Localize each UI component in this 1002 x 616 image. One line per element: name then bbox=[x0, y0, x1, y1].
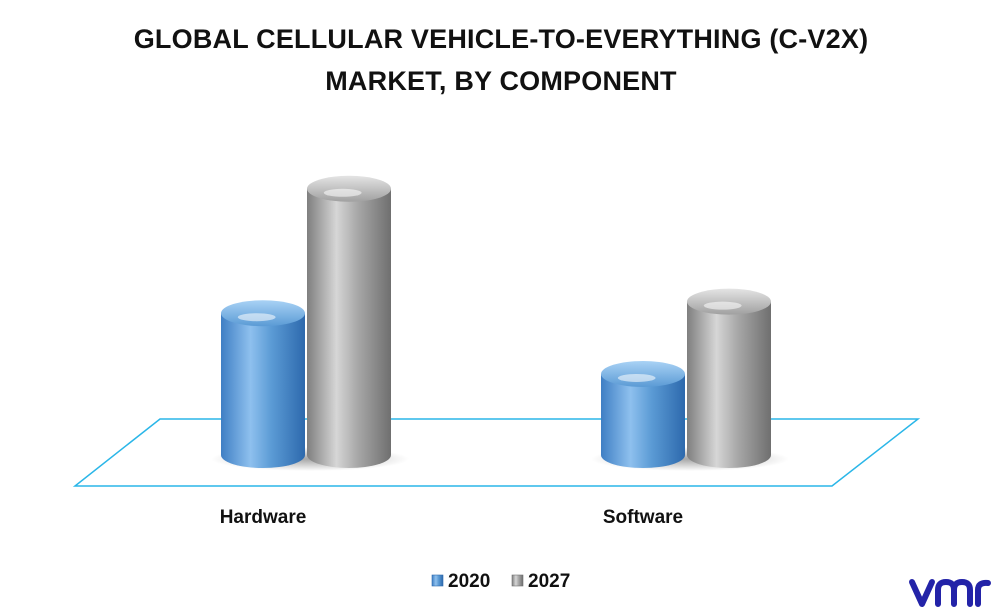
legend: 2020 2027 bbox=[431, 571, 570, 592]
bar-highlight bbox=[237, 313, 276, 322]
legend-item-2020: 2020 bbox=[431, 571, 490, 592]
vmr-logo bbox=[909, 578, 991, 607]
bar-body bbox=[221, 313, 305, 468]
category-label-software: Software bbox=[603, 507, 683, 528]
chart-title: GLOBAL CELLULAR VEHICLE-TO-EVERYTHING (C… bbox=[0, 18, 1002, 102]
legend-item-2027: 2027 bbox=[511, 571, 570, 592]
bar-top bbox=[687, 288, 771, 315]
chart-title-line-2: MARKET, BY COMPONENT bbox=[325, 66, 677, 96]
bar-body bbox=[687, 301, 771, 468]
legend-swatch bbox=[431, 574, 444, 587]
bar-top bbox=[221, 300, 305, 327]
legend-label: 2027 bbox=[528, 571, 570, 592]
legend-swatch bbox=[511, 574, 524, 587]
bar-body bbox=[601, 373, 685, 468]
bar-software-2027 bbox=[687, 288, 771, 468]
category-label-hardware: Hardware bbox=[220, 507, 307, 528]
chart-floor bbox=[72, 418, 921, 487]
bar-highlight bbox=[617, 373, 656, 382]
bar-top bbox=[601, 360, 685, 387]
bar-software-2020 bbox=[601, 360, 685, 468]
bar-body bbox=[307, 188, 391, 468]
bar-hardware-2027 bbox=[307, 175, 391, 468]
legend-label: 2020 bbox=[448, 571, 490, 592]
category-labels: Hardware Software bbox=[220, 507, 683, 528]
bars-layer bbox=[211, 175, 789, 471]
bar-hardware-2020 bbox=[221, 300, 305, 468]
bar-highlight bbox=[323, 188, 362, 197]
chart-title-line-1: GLOBAL CELLULAR VEHICLE-TO-EVERYTHING (C… bbox=[133, 24, 869, 54]
bar-top bbox=[307, 175, 391, 202]
bar-highlight bbox=[703, 301, 742, 310]
